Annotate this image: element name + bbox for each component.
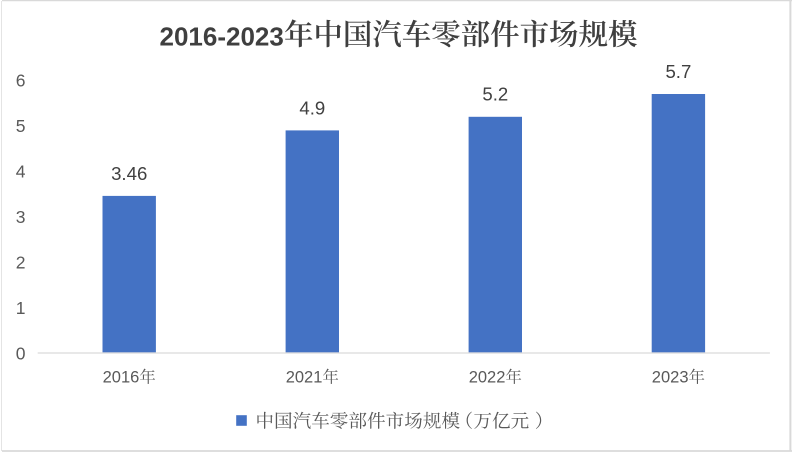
- svg-text:4: 4: [16, 162, 26, 182]
- svg-text:2016-2023: 2016-2023: [160, 21, 284, 51]
- svg-text:1: 1: [16, 298, 26, 318]
- svg-text:2016: 2016: [103, 369, 140, 387]
- svg-text:5.2: 5.2: [482, 84, 508, 105]
- svg-text:3: 3: [16, 207, 26, 227]
- svg-text:0: 0: [16, 343, 26, 363]
- svg-text:4.9: 4.9: [299, 97, 325, 118]
- svg-text:2023: 2023: [652, 369, 689, 387]
- svg-text:2: 2: [16, 253, 26, 273]
- svg-text:2022: 2022: [469, 369, 506, 387]
- svg-text:2021: 2021: [286, 369, 323, 387]
- svg-text:5: 5: [16, 116, 26, 136]
- svg-text:5.7: 5.7: [665, 61, 691, 82]
- svg-text:3.46: 3.46: [111, 163, 147, 184]
- svg-text:6: 6: [16, 71, 26, 91]
